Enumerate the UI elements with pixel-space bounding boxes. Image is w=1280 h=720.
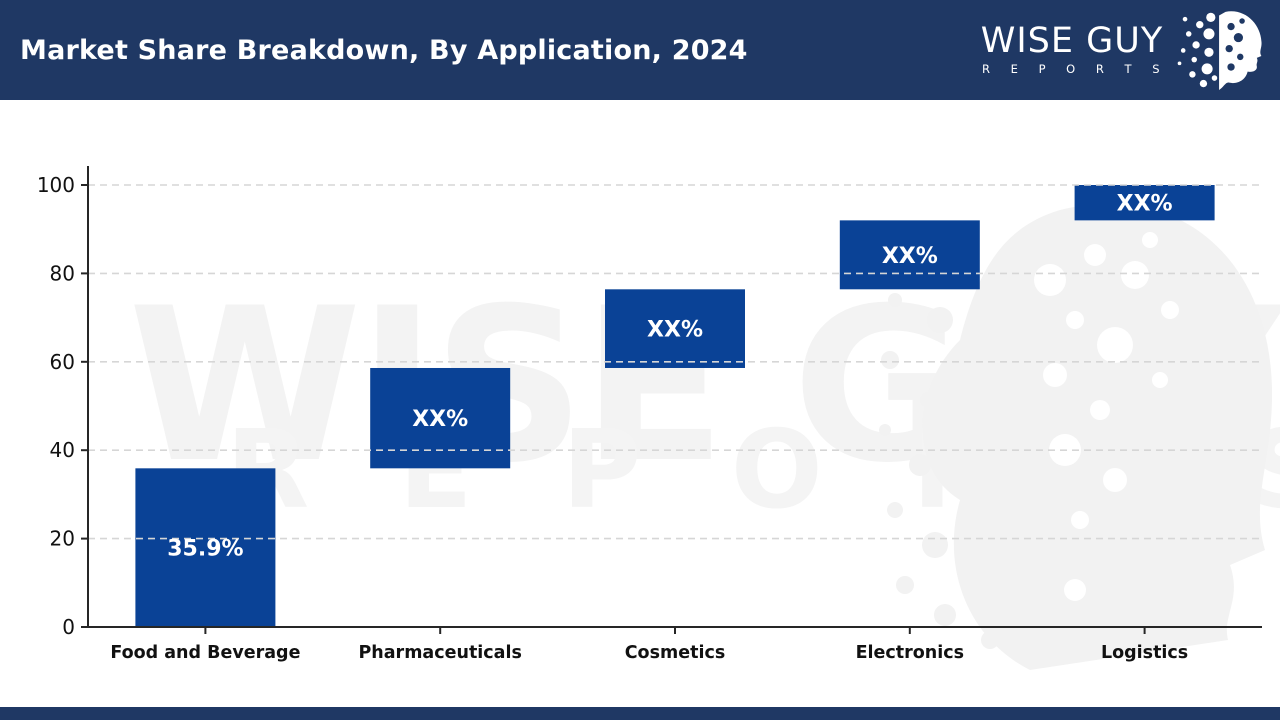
footer-bar bbox=[0, 707, 1280, 720]
y-tick-label-20: 20 bbox=[50, 527, 75, 551]
page-title: Market Share Breakdown, By Application, … bbox=[20, 34, 748, 66]
brand-logo-text: WISE GUY R E P O R T S bbox=[976, 24, 1168, 76]
brand-head-icon bbox=[1177, 11, 1262, 91]
bar-label-1: XX% bbox=[412, 407, 468, 432]
x-category-label-2: Cosmetics bbox=[625, 643, 726, 663]
y-tick-label-0: 0 bbox=[62, 615, 75, 639]
watermark-head-icon bbox=[850, 203, 1273, 670]
x-category-label-1: Pharmaceuticals bbox=[358, 643, 521, 663]
x-category-label-3: Electronics bbox=[856, 643, 964, 663]
y-tick-label-60: 60 bbox=[50, 350, 75, 374]
app-header: Market Share Breakdown, By Application, … bbox=[0, 0, 1280, 100]
bar-pharmaceuticals bbox=[370, 367, 511, 469]
bar-food-and-beverage bbox=[135, 468, 276, 627]
x-category-label-4: Logistics bbox=[1101, 643, 1188, 663]
y-tick-label-40: 40 bbox=[50, 438, 75, 462]
x-category-label-0: Food and Beverage bbox=[110, 643, 300, 663]
bar-cosmetics bbox=[605, 289, 745, 368]
brand-subtitle: R E P O R T S bbox=[982, 62, 1168, 77]
bar-label-3: XX% bbox=[882, 244, 938, 269]
bar-label-2: XX% bbox=[647, 318, 703, 343]
bar-label-4: XX% bbox=[1117, 192, 1173, 217]
bar-logistics bbox=[1074, 185, 1215, 221]
y-tick-label-80: 80 bbox=[50, 261, 75, 285]
bar-label-0: 35.9% bbox=[167, 537, 243, 562]
y-tick-label-100: 100 bbox=[37, 173, 75, 197]
brand-logo: WISE GUY R E P O R T S bbox=[976, 6, 1280, 94]
bar-electronics bbox=[839, 220, 980, 290]
brand-name: WISE GUY bbox=[980, 21, 1164, 62]
